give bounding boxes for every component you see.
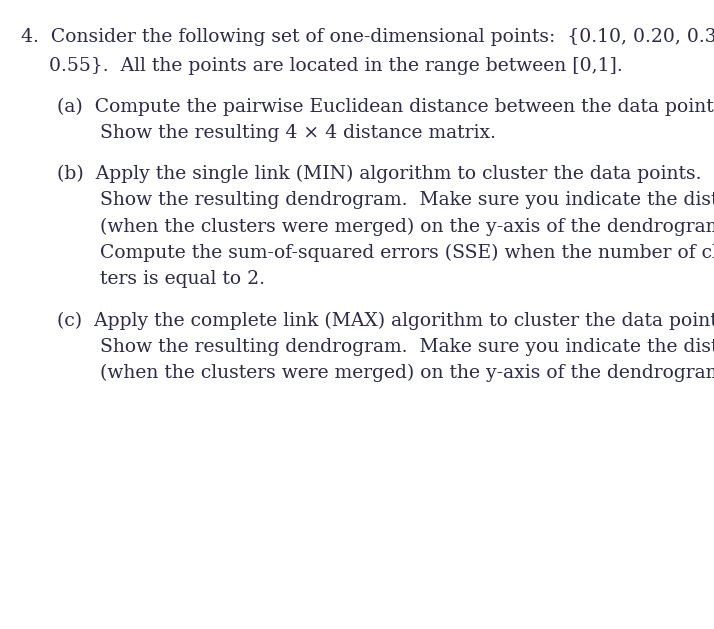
- Text: Compute the sum-of-squared errors (SSE) when the number of clus-: Compute the sum-of-squared errors (SSE) …: [100, 244, 714, 262]
- Text: (c)  Apply the complete link (MAX) algorithm to cluster the data points.: (c) Apply the complete link (MAX) algori…: [57, 311, 714, 330]
- Text: Show the resulting dendrogram.  Make sure you indicate the distance: Show the resulting dendrogram. Make sure…: [100, 338, 714, 356]
- Text: (when the clusters were merged) on the y-axis of the dendrogram.: (when the clusters were merged) on the y…: [100, 218, 714, 236]
- Text: (b)  Apply the single link (MIN) algorithm to cluster the data points.: (b) Apply the single link (MIN) algorith…: [57, 165, 702, 183]
- Text: ters is equal to 2.: ters is equal to 2.: [100, 270, 265, 289]
- Text: Show the resulting dendrogram.  Make sure you indicate the distance: Show the resulting dendrogram. Make sure…: [100, 191, 714, 209]
- Text: 0.55}.  All the points are located in the range between [0,1].: 0.55}. All the points are located in the…: [49, 57, 623, 75]
- Text: (a)  Compute the pairwise Euclidean distance between the data points.: (a) Compute the pairwise Euclidean dista…: [57, 97, 714, 116]
- Text: (when the clusters were merged) on the y-axis of the dendrogram.: (when the clusters were merged) on the y…: [100, 364, 714, 382]
- Text: Show the resulting 4 × 4 distance matrix.: Show the resulting 4 × 4 distance matrix…: [100, 124, 496, 142]
- Text: 4.  Consider the following set of one-dimensional points:  {0.10, 0.20, 0.35,: 4. Consider the following set of one-dim…: [21, 28, 714, 47]
